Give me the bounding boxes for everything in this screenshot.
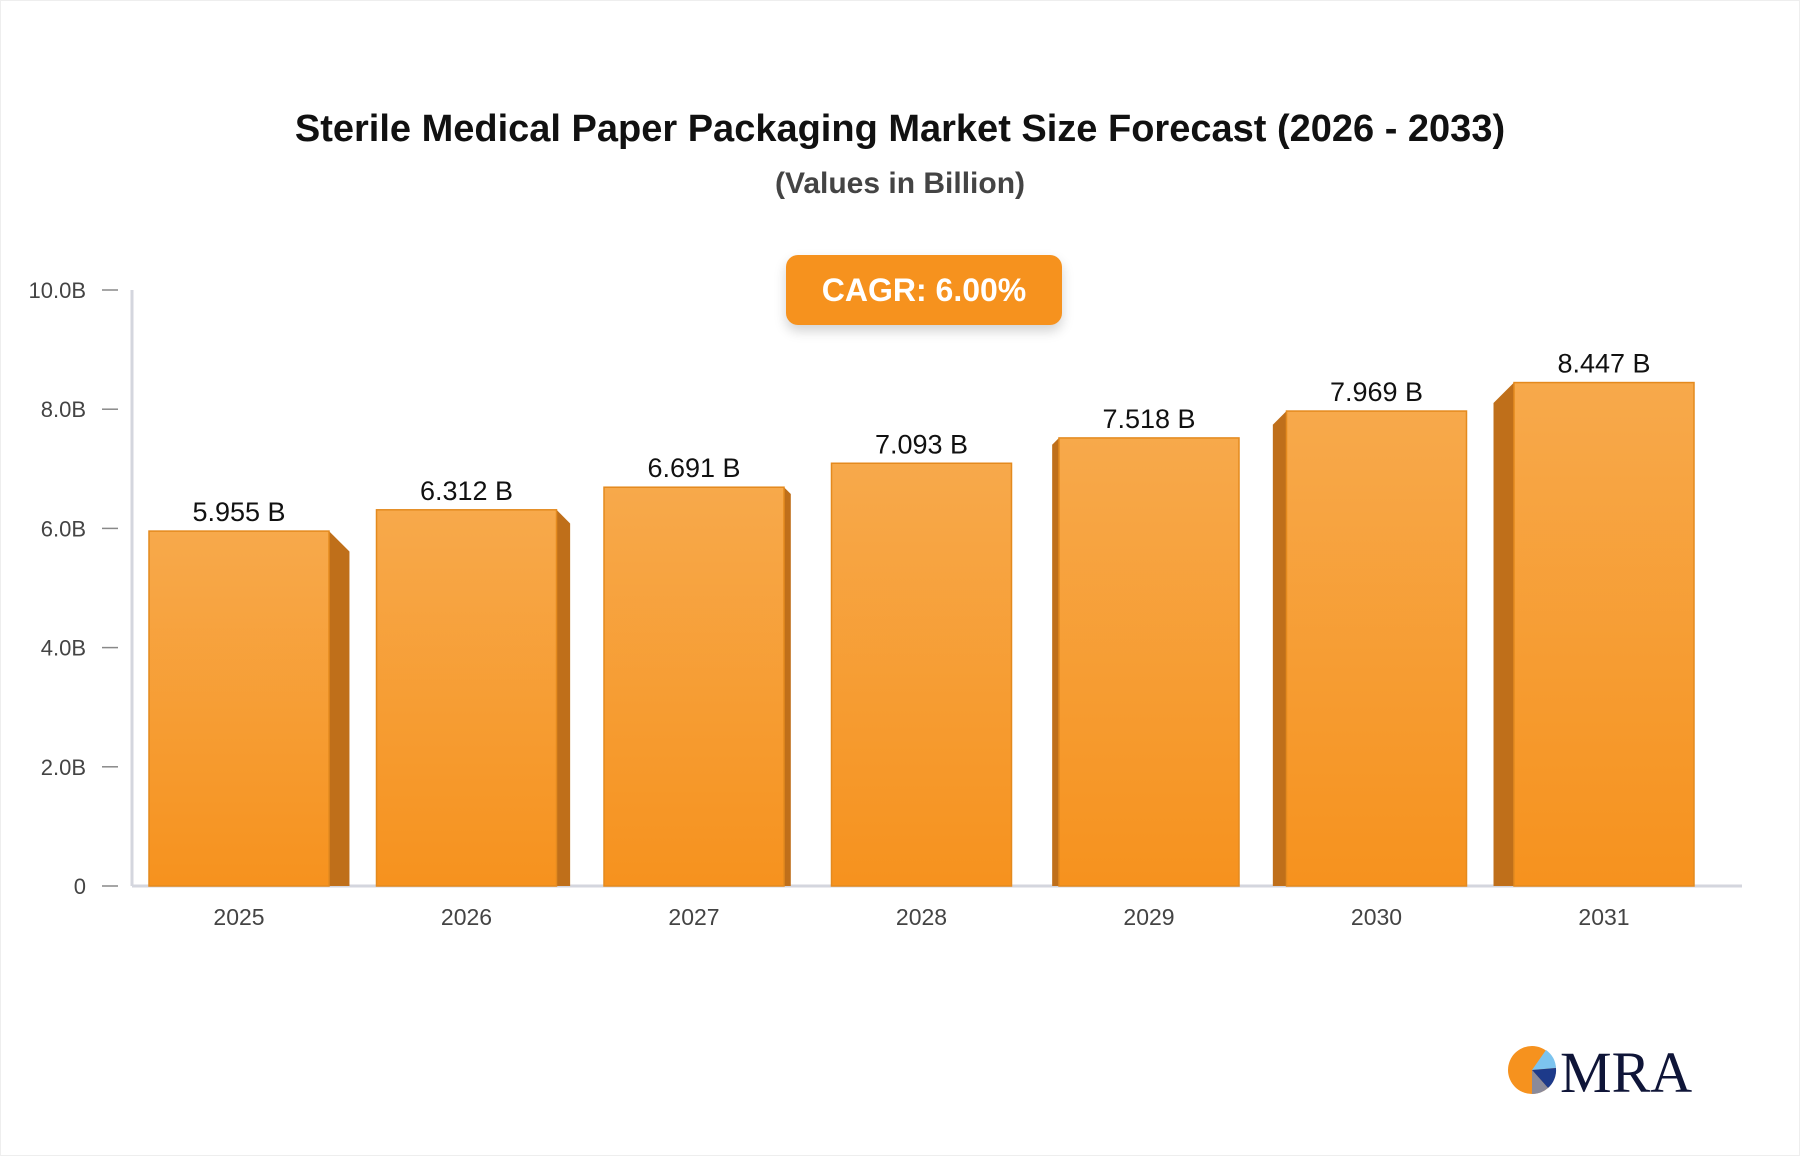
x-tick-label: 2028 [896, 904, 947, 930]
bar [375, 509, 558, 887]
bar-side [1493, 382, 1514, 886]
bar-side [1272, 411, 1287, 886]
bar [1058, 437, 1240, 887]
x-tick-label: 2026 [441, 904, 492, 930]
y-tick-label: 4.0B [41, 636, 86, 661]
x-tick-label: 2030 [1351, 904, 1402, 930]
bar [148, 530, 330, 887]
x-tick-label: 2027 [668, 904, 719, 930]
bar-side [1052, 437, 1059, 886]
chart-subtitle: (Values in Billion) [774, 167, 1026, 200]
y-tick-label: 2.0B [41, 755, 86, 780]
y-tick-label: 10.0B [29, 278, 87, 303]
data-label: 6.312 B [420, 476, 513, 506]
data-label: 6.691 B [647, 453, 740, 483]
bar [1513, 381, 1695, 887]
x-tick-label: 2031 [1578, 904, 1629, 930]
chart-title: Sterile Medical Paper Packaging Market S… [294, 108, 1506, 150]
y-tick-label: 0 [74, 874, 86, 899]
x-tick-label: 2029 [1123, 904, 1174, 930]
bar [1285, 410, 1468, 887]
data-label: 5.955 B [192, 497, 285, 527]
logo-pie-icon [1508, 1046, 1557, 1095]
bar-side [556, 509, 571, 886]
data-label: 7.969 B [1330, 377, 1423, 407]
bar-side [329, 531, 350, 886]
logo-text: MRA [1560, 1040, 1692, 1100]
x-tick-label: 2025 [213, 904, 264, 930]
data-label: 7.518 B [1102, 404, 1195, 434]
y-tick-label: 8.0B [41, 397, 86, 422]
mra-logo: MRA [1508, 1040, 1692, 1100]
data-label: 7.093 B [875, 429, 968, 459]
cagr-badge: CAGR: 6.00% [786, 255, 1062, 325]
bar [830, 462, 1013, 887]
bar [603, 486, 785, 887]
y-tick-label: 6.0B [41, 516, 86, 541]
bar-side [784, 487, 791, 886]
data-label: 8.447 B [1557, 349, 1650, 379]
